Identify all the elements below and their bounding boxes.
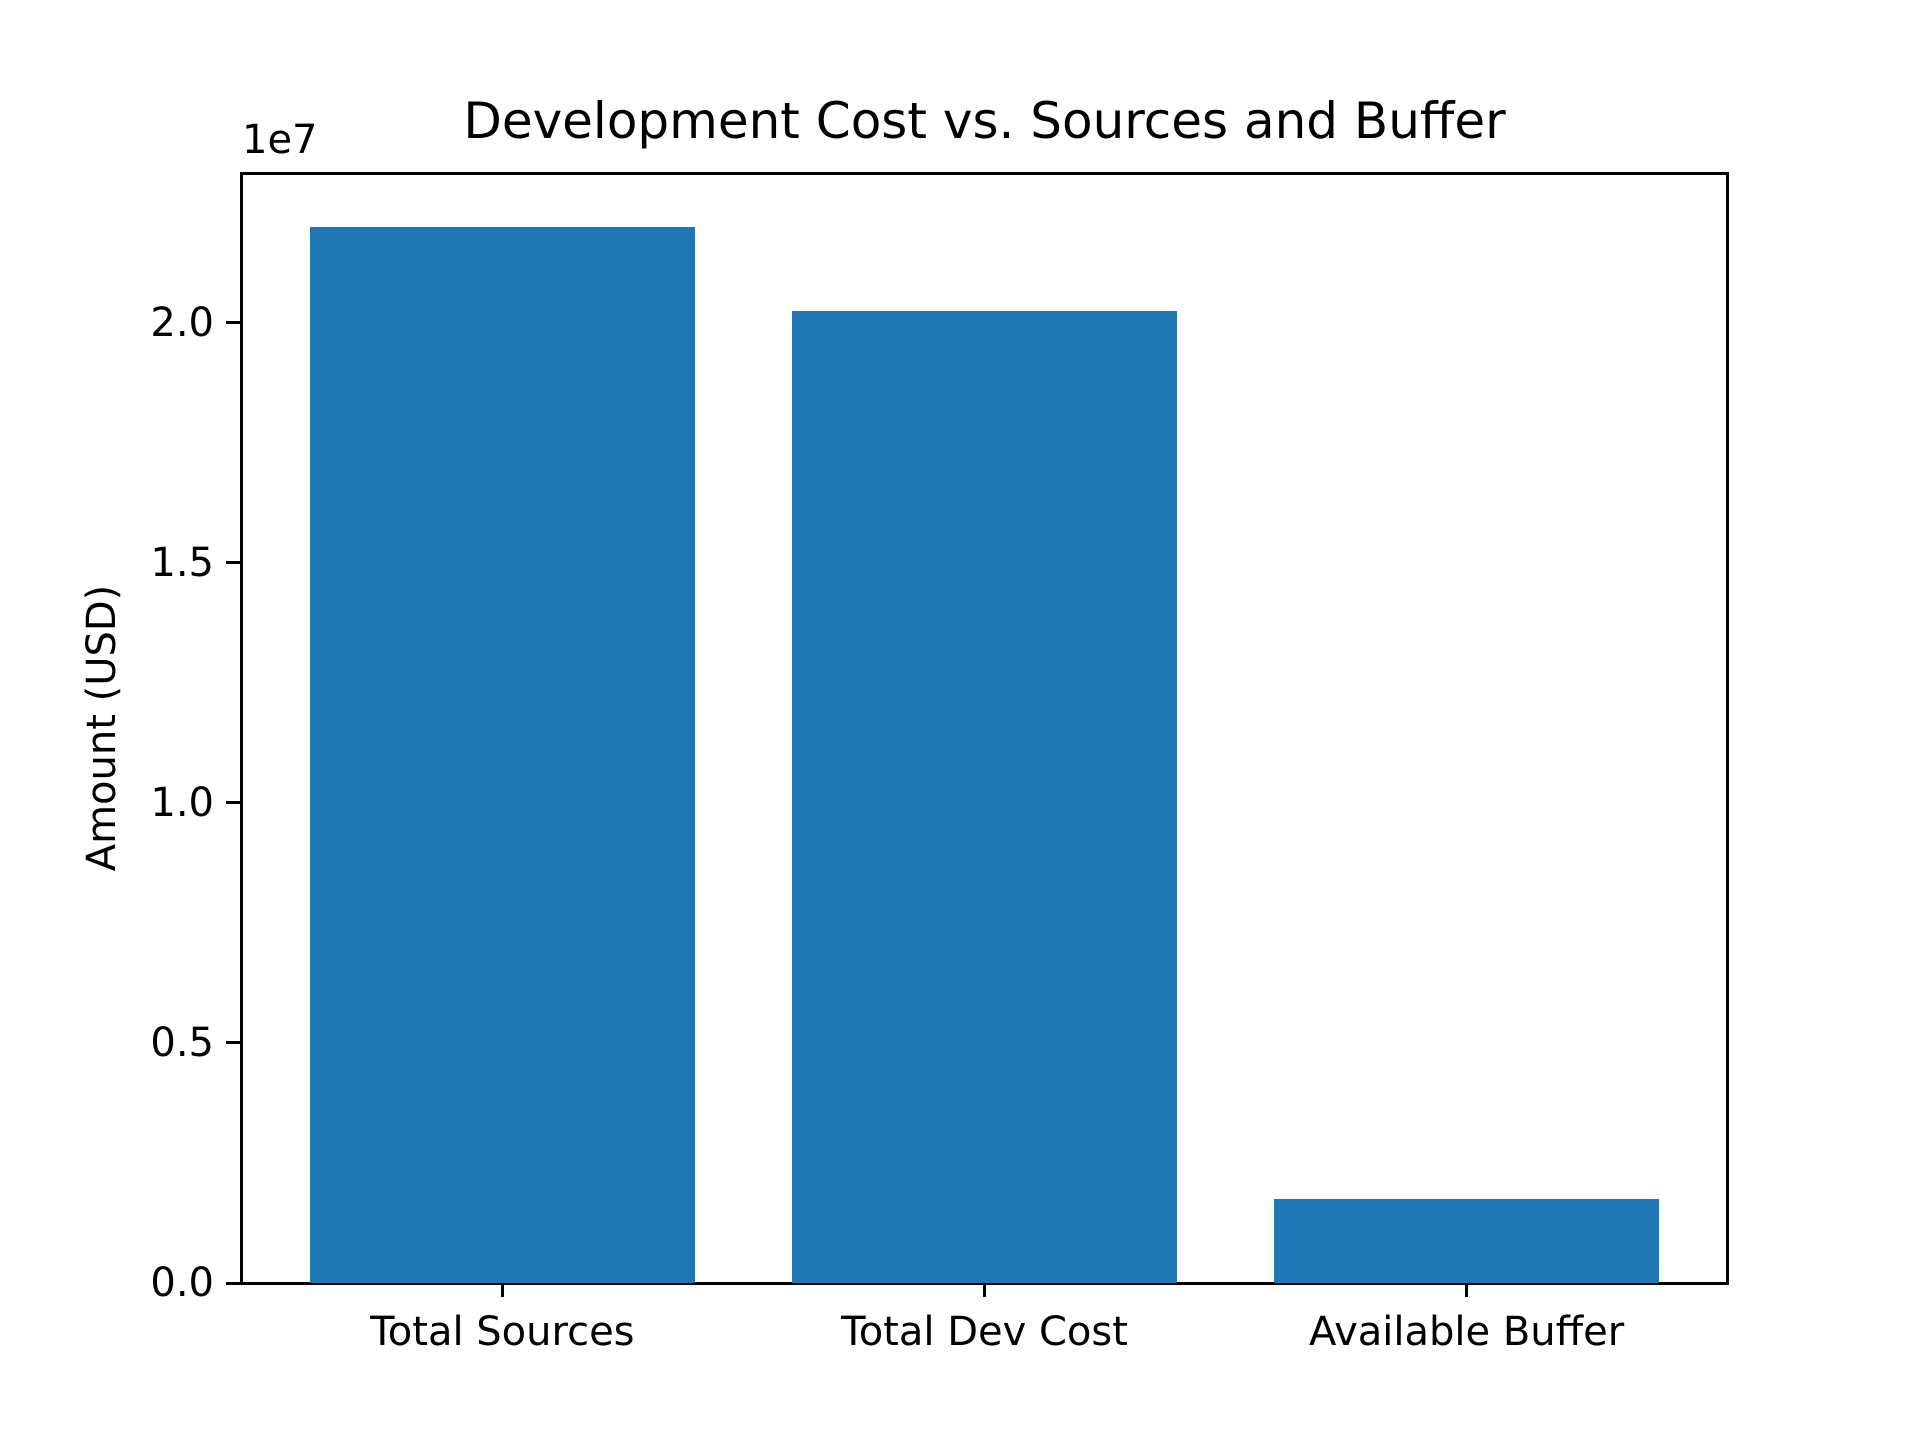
x-tick-mark-total-dev-cost bbox=[983, 1283, 986, 1297]
y-tick-label: 0.0 bbox=[150, 1260, 214, 1306]
y-tick-mark bbox=[226, 321, 240, 325]
y-tick-label: 0.5 bbox=[150, 1019, 214, 1066]
chart-title: Development Cost vs. Sources and Buffer bbox=[463, 92, 1506, 150]
bar-total-dev-cost bbox=[791, 310, 1178, 1283]
y-axis-label: Amount (USD) bbox=[79, 584, 125, 872]
x-tick-mark-total-sources bbox=[500, 1283, 504, 1297]
y-tick-mark bbox=[226, 1041, 240, 1045]
y-tick-mark bbox=[226, 561, 240, 565]
y-tick-mark bbox=[226, 1281, 240, 1285]
y-tick-label: 1.0 bbox=[150, 779, 214, 826]
x-tick-label-available-buffer: Available Buffer bbox=[1309, 1309, 1625, 1355]
y-axis-offset-text: 1e7 bbox=[242, 117, 318, 163]
y-tick-mark bbox=[226, 801, 240, 805]
y-tick-label: 1.5 bbox=[150, 539, 214, 586]
x-tick-label-total-dev-cost: Total Dev Cost bbox=[841, 1309, 1128, 1355]
bar-available-buffer bbox=[1273, 1198, 1660, 1283]
y-tick-label: 2.0 bbox=[150, 299, 214, 346]
bar-total-sources bbox=[309, 226, 696, 1283]
x-tick-label-total-sources: Total Sources bbox=[370, 1309, 635, 1355]
x-tick-mark-available-buffer bbox=[1465, 1283, 1469, 1297]
